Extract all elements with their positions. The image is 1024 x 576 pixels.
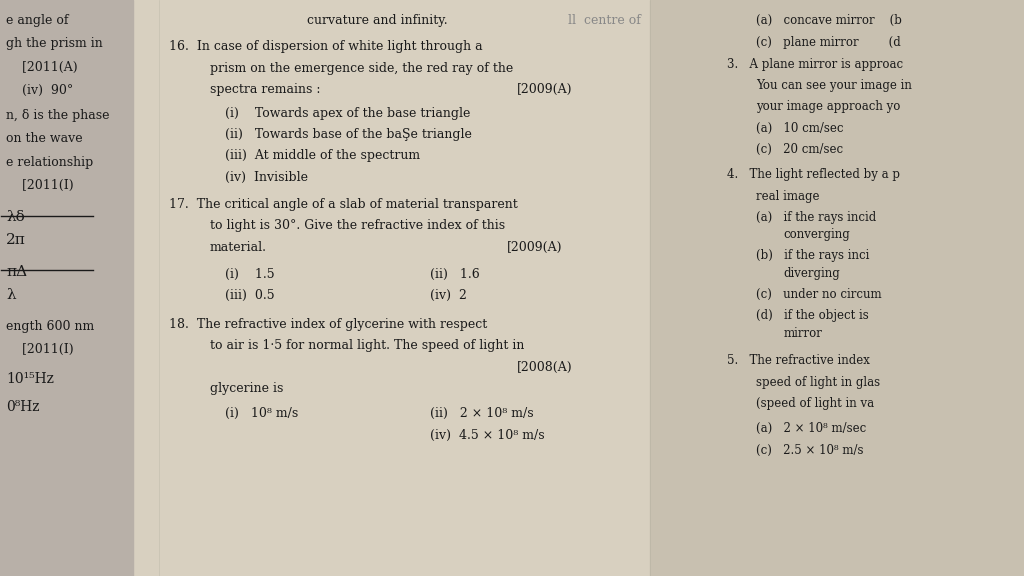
Text: n, δ is the phase: n, δ is the phase [6, 109, 110, 123]
Text: glycerine is: glycerine is [210, 382, 284, 395]
Text: (iv)  4.5 × 10⁸ m/s: (iv) 4.5 × 10⁸ m/s [430, 429, 545, 442]
Text: е angle of: е angle of [6, 14, 69, 28]
Text: λ: λ [6, 288, 15, 302]
Text: on the wave: on the wave [6, 132, 83, 146]
Text: diverging: diverging [783, 267, 840, 280]
Text: (c)   2.5 × 10⁸ m/s: (c) 2.5 × 10⁸ m/s [756, 444, 863, 457]
Text: (a)   2 × 10⁸ m/sec: (a) 2 × 10⁸ m/sec [756, 422, 866, 435]
Text: 0⁸Hz: 0⁸Hz [6, 400, 40, 414]
Text: to air is 1·5 for normal light. The speed of light in: to air is 1·5 for normal light. The spee… [210, 339, 524, 353]
Text: 10¹⁵Hz: 10¹⁵Hz [6, 372, 54, 385]
Text: (iii)  0.5: (iii) 0.5 [225, 289, 274, 302]
Bar [0, 0, 133, 576]
Text: ength 600 nm: ength 600 nm [6, 320, 94, 333]
Text: (ii)   1.6: (ii) 1.6 [430, 268, 480, 281]
Text: spectra remains :: spectra remains : [210, 83, 321, 96]
Text: 18.  The refractive index of glycerine with respect: 18. The refractive index of glycerine wi… [169, 318, 487, 331]
Text: (d)   if the object is: (d) if the object is [756, 309, 868, 323]
Text: 5.   The refractive index: 5. The refractive index [727, 354, 870, 367]
Text: converging: converging [783, 228, 850, 241]
Text: (i)    1.5: (i) 1.5 [225, 268, 274, 281]
Text: (ii)   Towards base of the baŞe triangle: (ii) Towards base of the baŞe triangle [225, 128, 472, 141]
Text: (iv)  2: (iv) 2 [430, 289, 467, 302]
Text: [2011(A): [2011(A) [6, 60, 78, 74]
Text: 16.  In case of dispersion of white light through a: 16. In case of dispersion of white light… [169, 40, 482, 54]
Text: λδ: λδ [6, 210, 25, 224]
Text: [2011(I): [2011(I) [6, 343, 74, 356]
Text: (c)   20 cm/sec: (c) 20 cm/sec [756, 143, 843, 156]
Text: (a)   if the rays incid: (a) if the rays incid [756, 211, 876, 224]
Text: gh the prism in: gh the prism in [6, 37, 102, 51]
Text: 17.  The critical angle of a slab of material transparent: 17. The critical angle of a slab of mate… [169, 198, 518, 211]
Text: (b)   if the rays inci: (b) if the rays inci [756, 249, 869, 263]
Text: (speed of light in va: (speed of light in va [756, 397, 873, 410]
Text: (iii)  At middle of the spectrum: (iii) At middle of the spectrum [225, 149, 421, 162]
Text: [2009(A): [2009(A) [517, 83, 572, 96]
Text: [2009(A): [2009(A) [507, 241, 562, 254]
Text: prism on the emergence side, the red ray of the: prism on the emergence side, the red ray… [210, 62, 513, 75]
Text: real image: real image [756, 190, 819, 203]
Text: 4.   The light reflected by a p: 4. The light reflected by a p [727, 168, 900, 181]
Text: (i)    Towards apex of the base triangle: (i) Towards apex of the base triangle [225, 107, 471, 120]
Text: curvature and infinity.: curvature and infinity. [307, 14, 447, 28]
Text: speed of light in glas: speed of light in glas [756, 376, 880, 389]
Text: (a)   10 cm/sec: (a) 10 cm/sec [756, 122, 843, 135]
Text: (ii)   2 × 10⁸ m/s: (ii) 2 × 10⁸ m/s [430, 407, 534, 420]
Text: material.: material. [210, 241, 267, 254]
Text: ll  centre of: ll centre of [568, 14, 641, 28]
Text: (c)   under no circum: (c) under no circum [756, 288, 882, 301]
Bar [650, 0, 1024, 576]
Text: mirror: mirror [783, 327, 822, 340]
Text: (i)   10⁸ m/s: (i) 10⁸ m/s [225, 407, 299, 420]
Text: your image approach yo: your image approach yo [756, 100, 900, 113]
Text: πΔ: πΔ [6, 265, 28, 279]
Text: to light is 30°. Give the refractive index of this: to light is 30°. Give the refractive ind… [210, 219, 505, 233]
Text: 3.   A plane mirror is approac: 3. A plane mirror is approac [727, 58, 903, 71]
Text: [2011(I): [2011(I) [6, 179, 74, 192]
Text: e relationship: e relationship [6, 156, 93, 169]
Text: (iv)  Invisible: (iv) Invisible [225, 170, 308, 184]
Text: 2π: 2π [6, 233, 26, 247]
Text: (a)   concave mirror    (b: (a) concave mirror (b [756, 14, 901, 28]
Text: (c)   plane mirror        (d: (c) plane mirror (d [756, 36, 900, 49]
Text: You can see your image in: You can see your image in [756, 79, 911, 92]
Text: [2008(A): [2008(A) [517, 361, 572, 374]
Text: (iv)  90°: (iv) 90° [6, 84, 74, 97]
